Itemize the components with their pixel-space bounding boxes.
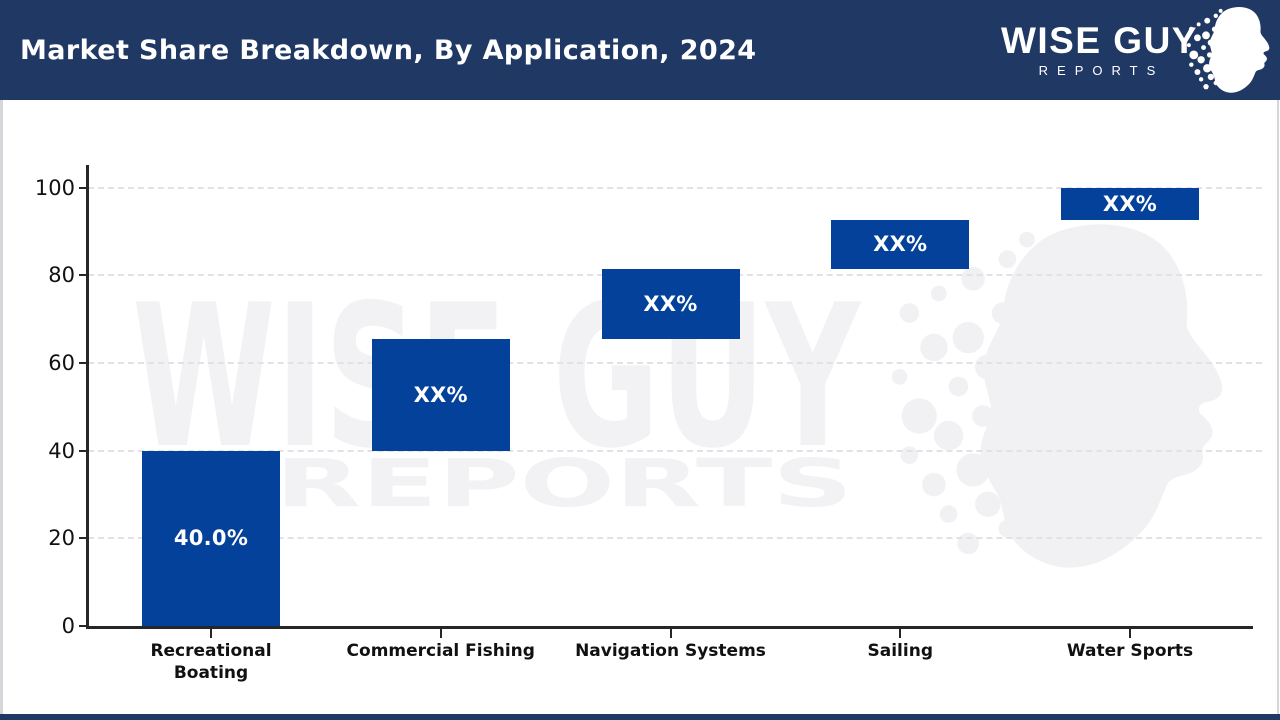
y-tick-label-0: 0 — [61, 614, 75, 638]
x-category-label: Water Sports — [1066, 641, 1194, 661]
right-border — [1277, 100, 1279, 720]
watermark-brand-subtitle: REPORTS — [275, 445, 853, 522]
header-bar: Market Share Breakdown, By Application, … — [0, 0, 1280, 100]
y-tick-80 — [79, 274, 88, 277]
y-tick-label-40: 40 — [48, 438, 75, 463]
y-tick-label-60: 60 — [48, 350, 75, 375]
y-tick-40 — [79, 449, 88, 452]
left-border — [0, 100, 3, 720]
x-tick — [669, 628, 672, 638]
page-title: Market Share Breakdown, By Application, … — [20, 34, 757, 66]
x-category-label: Commercial Fishing — [346, 641, 535, 661]
bar-value-label: XX% — [1102, 191, 1158, 216]
y-tick-label-80: 80 — [48, 263, 75, 288]
bar-value-label: 40.0% — [173, 526, 249, 551]
x-axis — [86, 626, 1253, 629]
y-tick-20 — [79, 537, 88, 540]
footer-strip — [0, 714, 1280, 720]
x-category-label: Navigation Systems — [575, 641, 766, 661]
bar-segment: XX% — [831, 220, 970, 269]
bar-segment: XX% — [601, 268, 740, 339]
brand-logo-text: WISE GUY REPORTS — [1001, 22, 1198, 78]
bar-value-label: XX% — [873, 232, 928, 257]
y-tick-label-100: 100 — [34, 175, 75, 200]
gridline-40 — [88, 449, 1262, 452]
x-tick — [899, 628, 902, 638]
bar-segment: XX% — [371, 338, 510, 451]
y-tick-0 — [79, 625, 88, 627]
x-tick — [210, 628, 212, 638]
y-tick-60 — [79, 361, 88, 364]
y-axis — [86, 165, 89, 629]
brand-name: WISE GUY — [1000, 20, 1198, 61]
brand-logo: WISE GUY REPORTS — [1001, 0, 1272, 100]
brand-subtitle: REPORTS — [1038, 63, 1165, 78]
gridline-100 — [88, 186, 1262, 189]
x-tick — [439, 628, 442, 638]
bar-value-label: XX% — [643, 291, 698, 316]
gridline-20 — [88, 537, 1262, 540]
y-tick-label-20: 20 — [48, 526, 75, 551]
gridline-60 — [88, 361, 1262, 364]
x-category-label: Recreational Boating — [150, 641, 272, 684]
bar-segment: 40.0% — [142, 450, 280, 626]
y-tick-100 — [79, 186, 88, 189]
bar-value-label: XX% — [413, 382, 468, 407]
x-tick — [1129, 628, 1131, 638]
bar-segment: XX% — [1061, 187, 1199, 221]
x-category-label: Sailing — [867, 641, 933, 661]
